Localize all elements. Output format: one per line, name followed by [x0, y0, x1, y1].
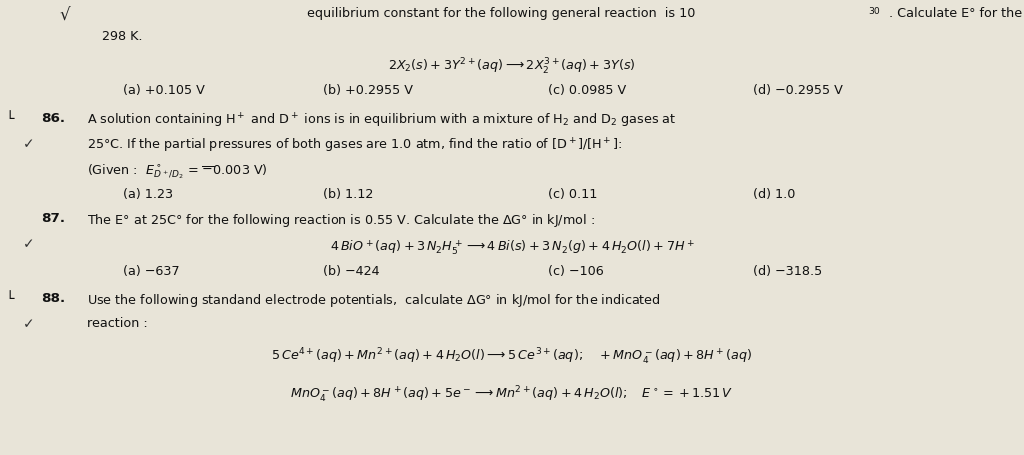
Text: (b) +0.2955 V: (b) +0.2955 V: [323, 84, 413, 97]
Text: (b) 1.12: (b) 1.12: [323, 187, 373, 201]
Text: (c) 0.11: (c) 0.11: [548, 187, 597, 201]
Text: 87.: 87.: [41, 212, 65, 225]
Text: 88.: 88.: [41, 291, 66, 304]
Text: $4\,BiO^+(aq) + 3\,N_2H_5^+ \longrightarrow 4\,Bi(s) + 3\,N_2(g) + 4\,H_2O(l) + : $4\,BiO^+(aq) + 3\,N_2H_5^+ \longrightar…: [330, 238, 694, 256]
Text: ✓: ✓: [23, 316, 34, 330]
Text: Use the following standand electrode potentials,  calculate $\Delta$G° in kJ/mol: Use the following standand electrode pot…: [87, 291, 660, 308]
Text: . Calculate E° for the cell at: . Calculate E° for the cell at: [889, 7, 1024, 20]
Text: $5\,Ce^{4+}(aq) + Mn^{2+}(aq) + 4\,H_2O(l) \longrightarrow 5\,Ce^{3+}(aq);\quad : $5\,Ce^{4+}(aq) + Mn^{2+}(aq) + 4\,H_2O(…: [271, 346, 753, 366]
Text: The E° at 25C° for the following reaction is 0.55 V. Calculate the $\Delta$G° in: The E° at 25C° for the following reactio…: [87, 212, 595, 228]
Text: (c) −106: (c) −106: [548, 265, 603, 278]
Text: (a) −637: (a) −637: [123, 265, 179, 278]
Text: $MnO_4^-(aq) + 8H^+(aq) + 5e^- \longrightarrow Mn^{2+}(aq) + 4\,H_2O(l);\quad E^: $MnO_4^-(aq) + 8H^+(aq) + 5e^- \longrigh…: [290, 384, 734, 404]
Text: (c) 0.0985 V: (c) 0.0985 V: [548, 84, 626, 97]
Text: 25°C. If the partial pressures of both gases are 1.0 atm, find the ratio of [D$^: 25°C. If the partial pressures of both g…: [87, 136, 623, 155]
Text: A solution containing H$^+$ and D$^+$ ions is in equilibrium with a mixture of H: A solution containing H$^+$ and D$^+$ io…: [87, 111, 677, 130]
Text: (d) −0.2955 V: (d) −0.2955 V: [753, 84, 843, 97]
Text: └: └: [5, 291, 13, 305]
Text: equilibrium constant for the following general reaction  is 10: equilibrium constant for the following g…: [307, 7, 695, 20]
Text: 30: 30: [868, 7, 880, 16]
Text: reaction :: reaction :: [87, 316, 147, 329]
Text: ✓: ✓: [23, 237, 34, 251]
Text: 86.: 86.: [41, 111, 65, 125]
Text: √: √: [59, 7, 70, 25]
Text: (a) 1.23: (a) 1.23: [123, 187, 173, 201]
Text: ✓: ✓: [23, 136, 34, 151]
Text: $2X_2(s) + 3Y^{2+}(aq) \longrightarrow 2X_2^{3+}(aq) + 3Y(s)$: $2X_2(s) + 3Y^{2+}(aq) \longrightarrow 2…: [388, 57, 636, 77]
Text: 298 K.: 298 K.: [102, 30, 143, 43]
Text: (d) −318.5: (d) −318.5: [753, 265, 822, 278]
Text: └: └: [5, 111, 13, 126]
Text: (b) −424: (b) −424: [323, 265, 379, 278]
Text: (d) 1.0: (d) 1.0: [753, 187, 795, 201]
Text: (a) +0.105 V: (a) +0.105 V: [123, 84, 205, 97]
Text: (Given :  $E^\circ_{D^+/D_2}$ = $\overline{-}$0.003 V): (Given : $E^\circ_{D^+/D_2}$ = $\overlin…: [87, 162, 268, 181]
